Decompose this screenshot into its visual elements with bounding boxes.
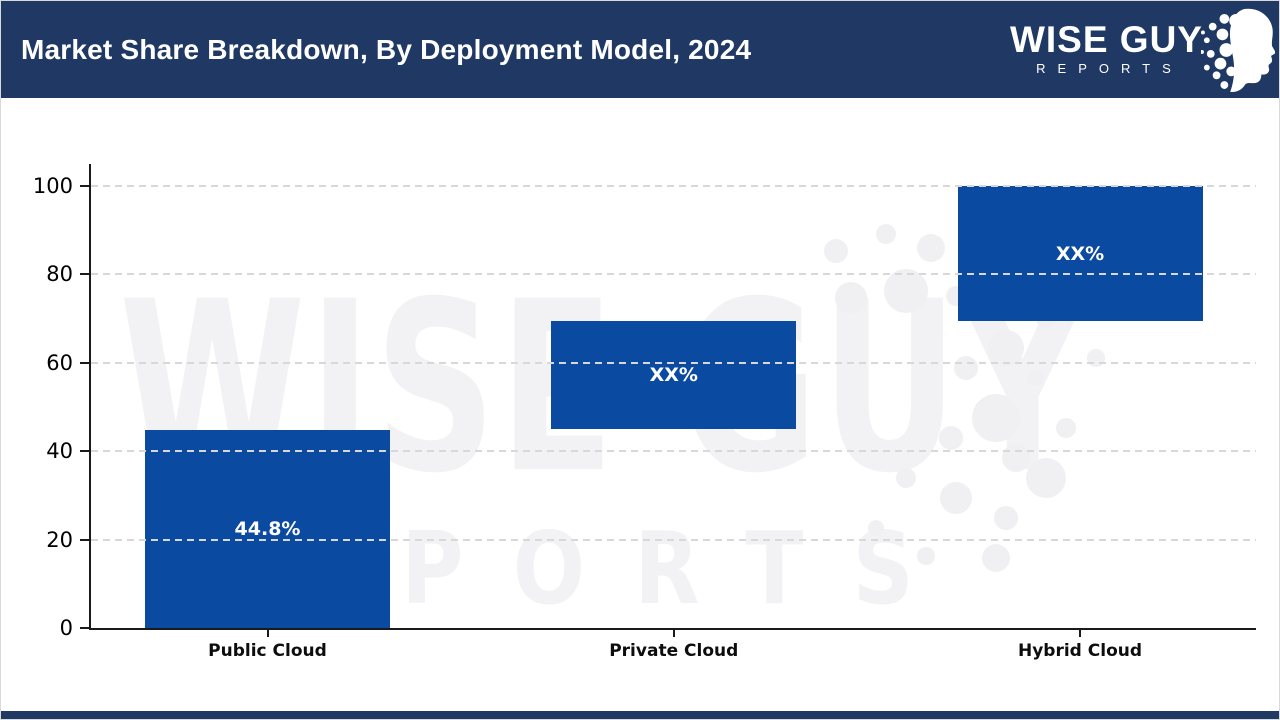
gridline (91, 184, 1256, 187)
x-tick-label: Public Cloud (208, 641, 327, 661)
watermark-face-dots (824, 224, 1105, 572)
brand-logo-subtitle: REPORTS (1036, 61, 1183, 76)
y-tick-mark (80, 184, 89, 187)
gridline (91, 361, 1256, 364)
y-tick-label: 40 (46, 439, 73, 464)
x-tick-mark (672, 628, 675, 637)
footer-band (1, 711, 1279, 719)
y-tick-mark (80, 627, 89, 629)
bar-segment: 44.8% (145, 429, 390, 628)
gridline (91, 450, 1256, 453)
face-profile-dots-icon (1201, 8, 1275, 93)
x-tick-label: Private Cloud (609, 641, 739, 661)
header-band: Market Share Breakdown, By Deployment Mo… (1, 1, 1279, 98)
bar-segment: XX% (551, 321, 797, 429)
y-tick-mark (80, 450, 89, 453)
bar-value-label: XX% (649, 364, 698, 387)
brand-logo-wordmark: WISE GUY (1009, 19, 1203, 60)
y-tick-label: 100 (32, 173, 73, 198)
y-tick-mark (80, 273, 89, 276)
gridline (91, 538, 1256, 541)
y-tick-mark (80, 361, 89, 364)
bar-value-label: 44.8% (234, 517, 301, 540)
chart-title: Market Share Breakdown, By Deployment Mo… (21, 33, 752, 65)
bar-segment: XX% (957, 185, 1203, 322)
y-tick-label: 0 (59, 616, 73, 640)
plot-area: 44.8% Public Cloud XX% Private Cloud XX% Hybr… (33, 164, 1256, 661)
x-tick-mark (266, 628, 269, 637)
y-tick-mark (80, 538, 89, 541)
bar-value-label: XX% (1055, 242, 1105, 265)
y-tick-label: 60 (46, 350, 73, 375)
brand-logo: WISE GUY REPORTS (1010, 21, 1203, 76)
gridline (91, 273, 1256, 276)
x-tick-mark (1079, 628, 1081, 637)
y-tick-label: 80 (46, 262, 73, 287)
y-tick-label: 20 (46, 527, 73, 552)
x-tick-label: Hybrid Cloud (1017, 641, 1143, 661)
